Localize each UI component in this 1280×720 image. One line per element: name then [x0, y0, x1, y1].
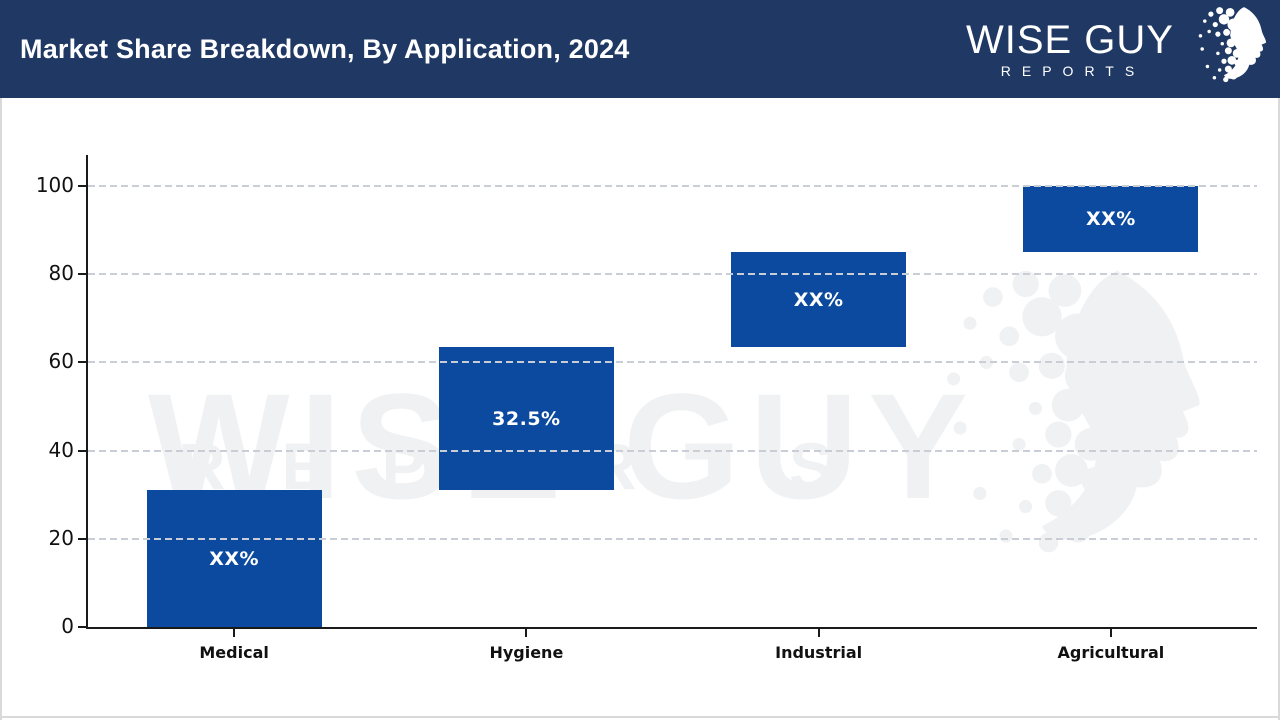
bar-value-label: XX% — [209, 547, 260, 570]
y-tick-label: 100 — [35, 173, 74, 197]
y-tick-label: 40 — [48, 437, 74, 462]
logo-brand-text: WISE GUY — [965, 17, 1174, 62]
y-tick — [78, 537, 86, 540]
x-tick — [817, 629, 820, 637]
bar-hygiene: 32.5% — [438, 346, 614, 491]
x-axis — [86, 627, 1257, 629]
x-tick — [233, 629, 236, 637]
x-tick-label: Hygiene — [489, 643, 564, 662]
page-border-right — [1278, 98, 1280, 720]
y-axis — [86, 155, 88, 629]
x-tick — [1109, 629, 1112, 637]
x-tick-label: Industrial — [775, 643, 863, 662]
x-tick-label: Agricultural — [1057, 643, 1165, 662]
logo-wordmark: WISE GUY REPORTS — [966, 20, 1174, 79]
page-title: Market Share Breakdown, By Application, … — [20, 33, 630, 64]
y-tick — [78, 361, 86, 364]
y-tick-label: 80 — [48, 261, 74, 286]
bar-agricultural: XX% — [1023, 186, 1199, 253]
page-border-bottom — [0, 716, 1280, 718]
page-border-left — [0, 98, 2, 720]
gridline — [88, 537, 1257, 540]
y-tick — [78, 449, 86, 452]
logo-reports-text: REPORTS — [1000, 62, 1146, 79]
bar-value-label: XX% — [1085, 208, 1136, 231]
gridline — [88, 449, 1257, 452]
bar-medical: XX% — [146, 490, 322, 627]
y-tick-label: 20 — [48, 525, 74, 550]
bar-value-label: 32.5% — [492, 407, 561, 430]
waterfall-chart: 0 20 40 60 80 100 XX% Medical 32.5% Hygiene XX% Ind… — [0, 98, 1280, 720]
gridline — [88, 361, 1257, 364]
bar-industrial: XX% — [731, 252, 907, 347]
x-tick-label: Medical — [199, 643, 269, 662]
header: Market Share Breakdown, By Application, … — [0, 0, 1280, 98]
gridline — [88, 273, 1257, 276]
y-tick-label: 0 — [61, 614, 74, 638]
y-tick — [78, 185, 86, 187]
y-tick — [78, 273, 86, 276]
gridline — [88, 185, 1257, 187]
wise-guy-logo: WISE GUY REPORTS — [966, 5, 1272, 93]
bar-value-label: XX% — [793, 288, 844, 311]
y-tick-label: 60 — [48, 349, 74, 374]
logo-face-icon — [1198, 7, 1267, 83]
y-tick — [78, 626, 86, 628]
x-tick — [525, 629, 528, 637]
